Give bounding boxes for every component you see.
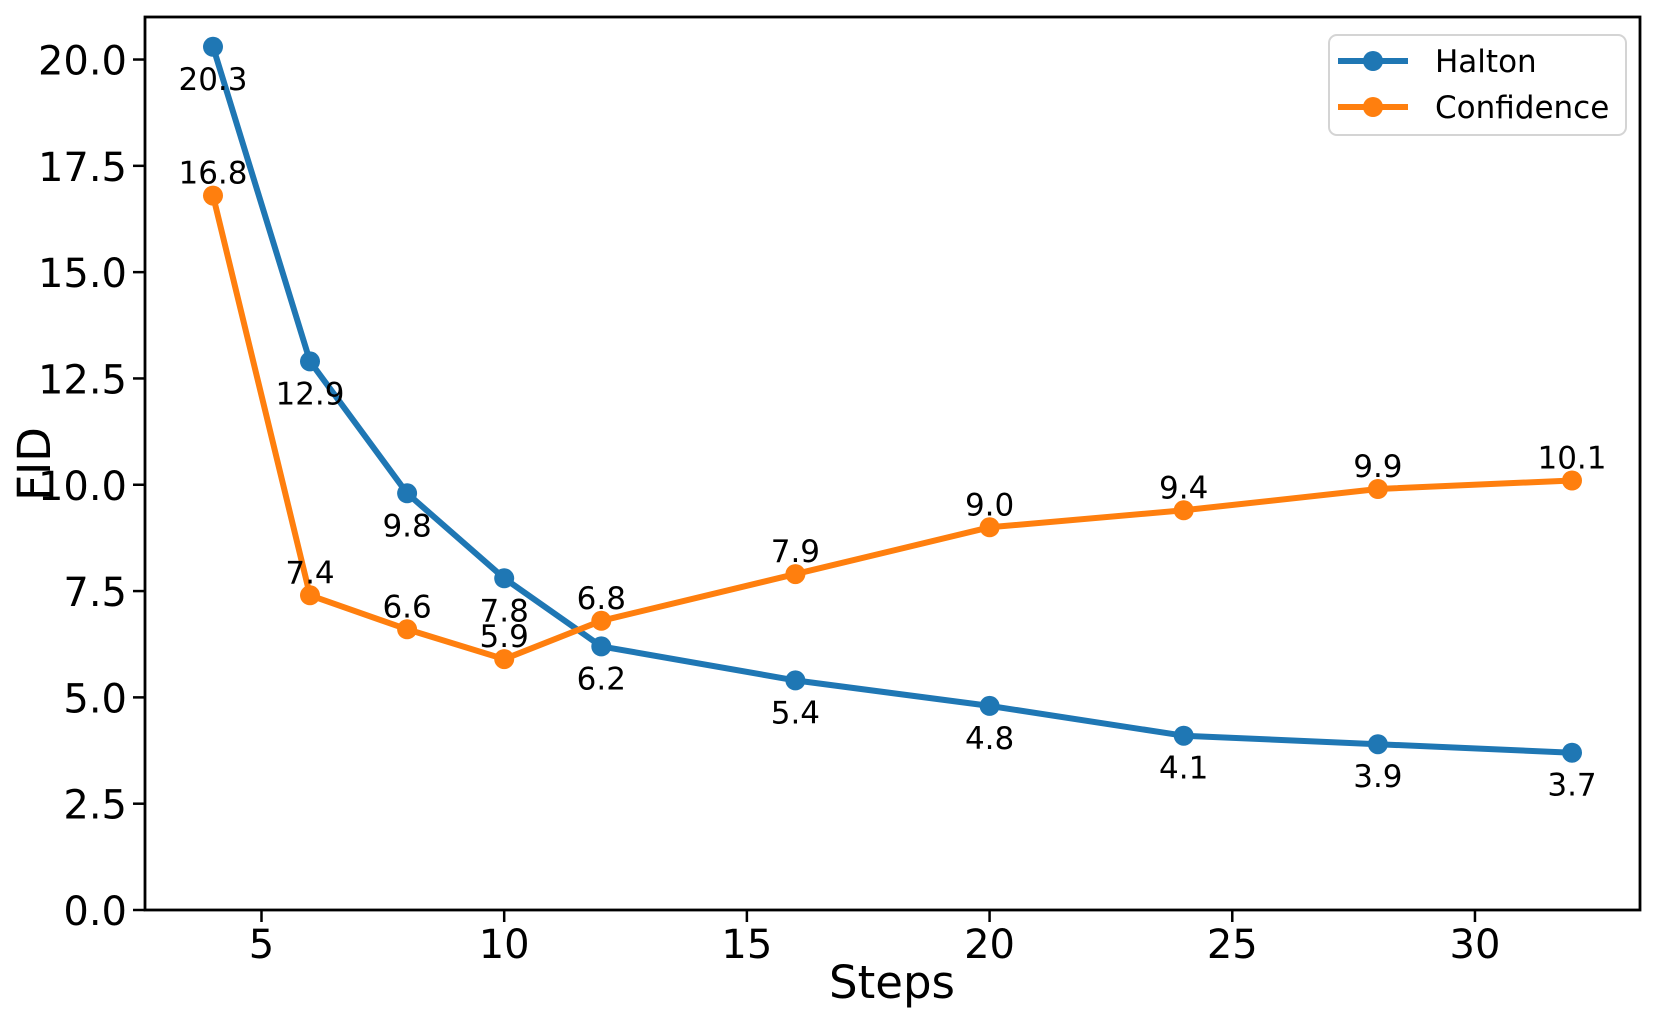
- confidence-point-label: 9.0: [965, 487, 1014, 523]
- y-tick-label: 17.5: [38, 145, 127, 191]
- y-tick-label: 20.0: [38, 39, 127, 85]
- axes-group: 5 10 15 20 25 30 0.0 2.5 5.0 7.5 10.0 12.5 15.0 17.5 2…: [38, 15, 1642, 968]
- plot-area: [143, 15, 1642, 912]
- confidence-point: [300, 585, 320, 606]
- y-tick-label: 7.5: [63, 570, 127, 616]
- halton-point-label: 5.4: [771, 695, 820, 731]
- y-tick-label: 2.5: [63, 783, 127, 829]
- halton-point: [397, 483, 418, 504]
- x-tick-label: 5: [249, 922, 274, 968]
- halton-point: [203, 36, 223, 57]
- halton-line: [210, 43, 1575, 756]
- confidence-point-label: 9.9: [1353, 449, 1402, 485]
- halton-point-label: 20.3: [178, 62, 247, 98]
- y-tick-label: 10.0: [38, 464, 127, 510]
- x-axis-label: Steps: [829, 956, 955, 1009]
- x-tick-label: 15: [721, 922, 772, 968]
- x-tick-label: 30: [1450, 922, 1501, 968]
- confidence-line: [210, 192, 1575, 663]
- x-tick-label: 10: [479, 922, 530, 968]
- halton-point-label: 4.8: [965, 721, 1014, 757]
- halton-point: [494, 568, 515, 589]
- confidence-point-label: 7.4: [285, 555, 334, 591]
- y-tick-label: 15.0: [38, 251, 127, 297]
- halton-point-label: 7.8: [480, 593, 529, 629]
- halton-point: [300, 351, 320, 372]
- confidence-point: [591, 610, 612, 631]
- confidence-point-label: 10.1: [1537, 441, 1606, 477]
- x-tick-label: 25: [1207, 922, 1258, 968]
- confidence-point: [203, 185, 223, 206]
- halton-point: [1562, 742, 1582, 763]
- halton-point: [1173, 725, 1194, 746]
- confidence-point-label: 16.8: [178, 156, 247, 192]
- confidence-legend-marker: [1363, 97, 1383, 117]
- confidence-point: [397, 619, 418, 640]
- legend-entry-halton: Halton: [1338, 44, 1537, 80]
- confidence-point: [1367, 479, 1388, 499]
- halton-point: [1367, 734, 1388, 755]
- legend-label-confidence: Confidence: [1435, 90, 1609, 126]
- halton-point-label: 3.9: [1353, 759, 1402, 795]
- confidence-point-label: 6.8: [577, 581, 626, 617]
- halton-point-label: 12.9: [275, 376, 344, 412]
- halton-point-label: 3.7: [1547, 768, 1596, 804]
- confidence-point-label: 5.9: [480, 619, 529, 655]
- legend-label-halton: Halton: [1435, 44, 1537, 80]
- series-group: 20.3 12.9 9.8 7.8 6.2 5.4 4.8 4.1 3.9 3.7 16.8 7.4 6…: [178, 36, 1607, 804]
- y-tick-label: 0.0: [63, 889, 127, 935]
- confidence-point-label: 6.6: [382, 589, 431, 625]
- legend-entry-confidence: Confidence: [1338, 90, 1609, 126]
- halton-point: [979, 695, 1000, 716]
- confidence-point: [979, 517, 1000, 538]
- halton-point-label: 6.2: [577, 661, 626, 697]
- x-tick-label: 20: [964, 922, 1015, 968]
- halton-point-label: 4.1: [1159, 751, 1208, 787]
- confidence-point: [1173, 500, 1194, 521]
- halton-legend-marker: [1363, 51, 1383, 71]
- halton-point-label: 9.8: [382, 508, 431, 544]
- confidence-point-label: 9.4: [1159, 470, 1208, 506]
- legend: Halton Confidence: [1328, 34, 1627, 136]
- confidence-point: [785, 564, 806, 585]
- confidence-point: [1562, 470, 1582, 491]
- y-axis-label: FID: [8, 427, 61, 501]
- halton-point: [591, 636, 612, 657]
- halton-point: [785, 670, 806, 691]
- y-tick-label: 5.0: [63, 676, 127, 722]
- y-tick-label: 12.5: [38, 357, 127, 403]
- confidence-point: [494, 649, 515, 670]
- confidence-point-label: 7.9: [771, 534, 820, 570]
